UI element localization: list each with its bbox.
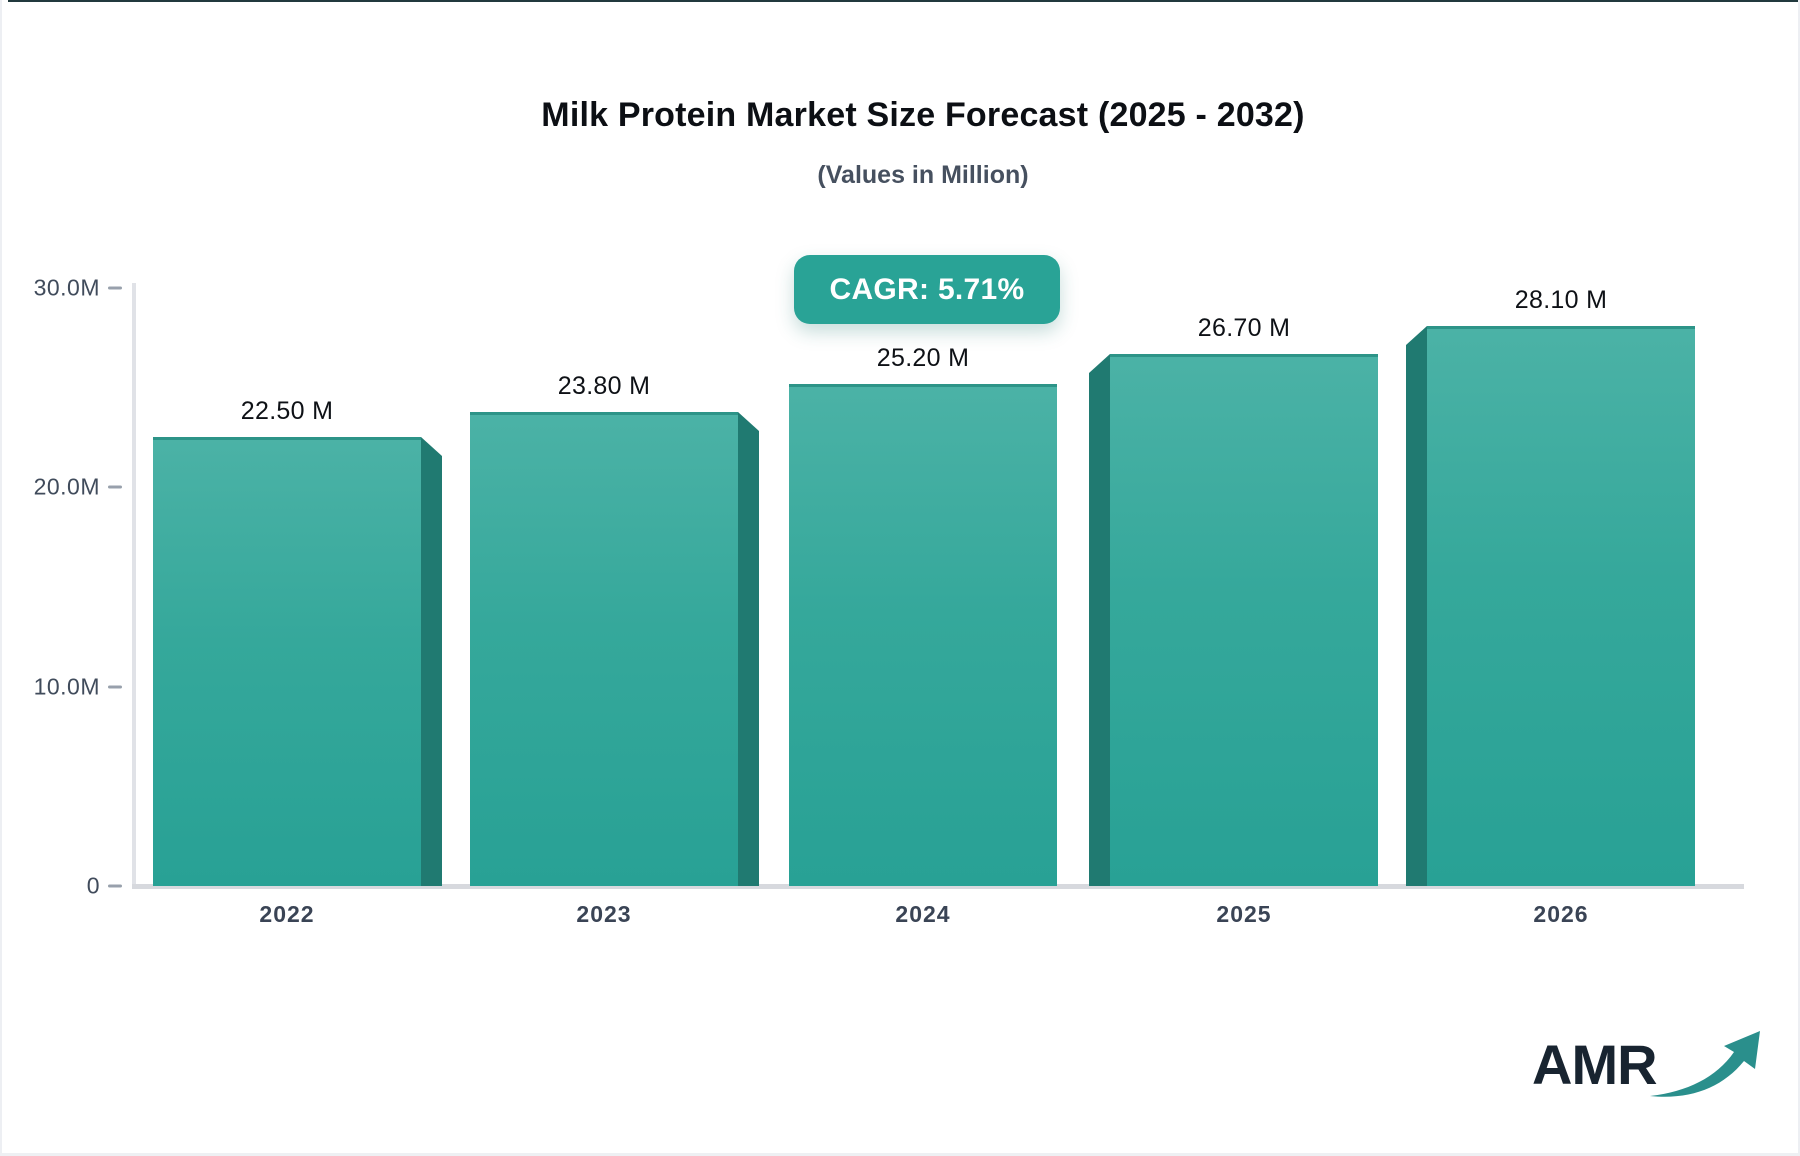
y-axis-tick-mark xyxy=(108,286,122,290)
x-axis-tick-label: 2024 xyxy=(895,901,951,927)
cagr-badge: CAGR: 5.71% xyxy=(794,255,1060,324)
x-axis-tick-label: 2025 xyxy=(1216,901,1272,927)
bar-value-label: 25.20 M xyxy=(876,344,970,372)
bar-3d-side-face xyxy=(1406,326,1427,886)
y-axis-tick-mark xyxy=(108,685,122,689)
bar-2023 xyxy=(470,412,738,886)
amr-logo: AMR xyxy=(1532,1026,1760,1116)
bar-2025 xyxy=(1110,354,1378,886)
x-axis-tick-label: 2023 xyxy=(576,901,632,927)
cagr-badge-label: CAGR: 5.71% xyxy=(829,272,1025,306)
bar-value-label: 26.70 M xyxy=(1197,314,1291,342)
bar-value-label: 23.80 M xyxy=(557,372,651,400)
chart-header: Milk Protein Market Size Forecast (2025 … xyxy=(134,96,1712,190)
y-axis-tick-label: 10.0M xyxy=(33,673,100,700)
y-axis-tick-label: 30.0M xyxy=(33,274,100,301)
chart-title: Milk Protein Market Size Forecast (2025 … xyxy=(541,96,1305,134)
bar-2022 xyxy=(153,437,421,886)
y-axis-tick-mark xyxy=(108,884,122,888)
x-axis-baseline xyxy=(132,884,1744,889)
growth-arrow-icon xyxy=(1650,1031,1760,1097)
bar-3d-side-face xyxy=(738,412,759,886)
y-axis-tick-label: 0 xyxy=(86,872,100,899)
bar-2026 xyxy=(1427,326,1695,886)
x-axis-tick-label: 2026 xyxy=(1533,901,1589,927)
y-axis-tick-mark xyxy=(108,485,122,489)
x-axis-tick-label: 2022 xyxy=(259,901,315,927)
bar-value-label: 22.50 M xyxy=(240,397,334,425)
bar-3d-side-face xyxy=(421,437,442,886)
y-axis-tick-label: 20.0M xyxy=(33,473,100,500)
bar-2024 xyxy=(789,384,1057,886)
y-axis-line xyxy=(132,283,136,886)
chart-subtitle: (Values in Million) xyxy=(817,161,1029,189)
bar-value-label: 28.10 M xyxy=(1514,286,1608,314)
bar-3d-side-face xyxy=(1089,354,1110,886)
amr-logo-text: AMR xyxy=(1532,1033,1658,1096)
window-top-edge xyxy=(8,0,1798,2)
